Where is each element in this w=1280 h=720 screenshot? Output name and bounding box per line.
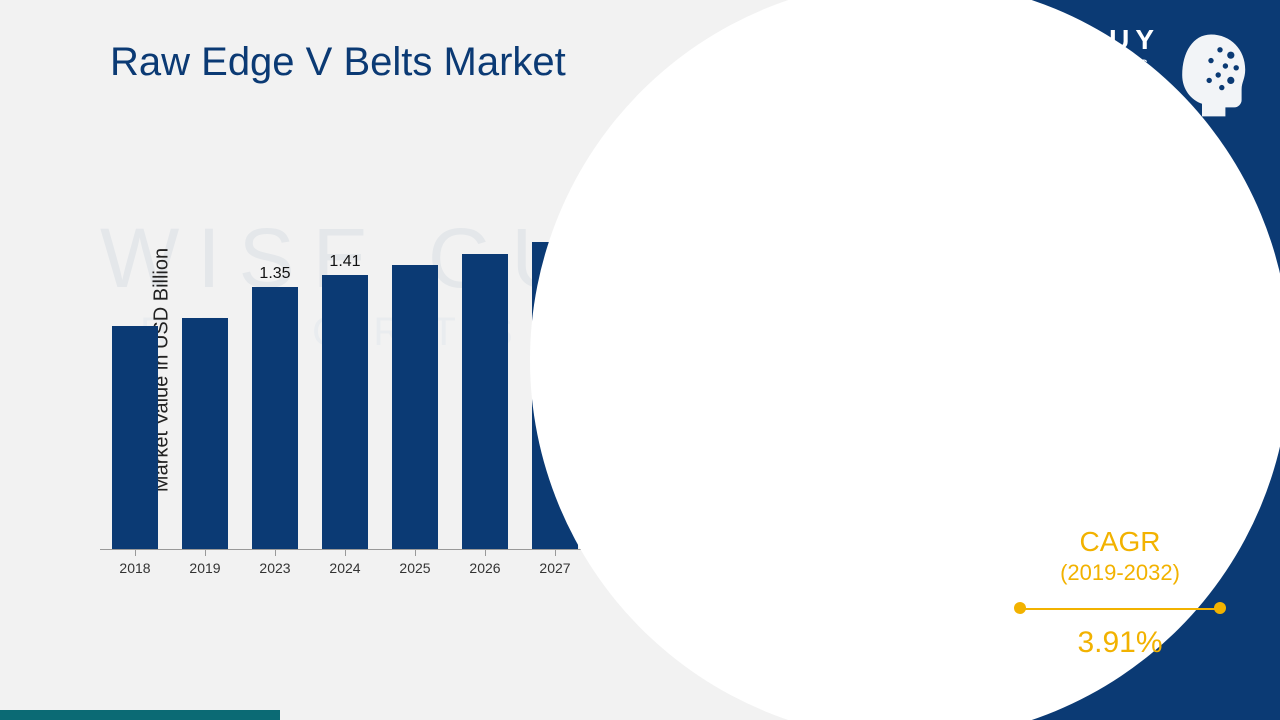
chart-title: Raw Edge V Belts Market	[110, 40, 566, 85]
x-tick	[310, 550, 380, 556]
bar	[182, 318, 228, 550]
x-tick	[240, 550, 310, 556]
x-tick	[520, 550, 590, 556]
x-tick	[380, 550, 450, 556]
x-tick-label: 2025	[380, 560, 450, 580]
footer-accent-bar	[0, 710, 280, 720]
bar	[112, 326, 158, 550]
x-tick-label: 2026	[450, 560, 520, 580]
logo-line1: WISE GUY	[972, 26, 1160, 54]
logo-word-guy: GUY	[1081, 24, 1160, 55]
x-tick-label: 2023	[240, 560, 310, 580]
cagr-period: (2019-2032)	[1000, 560, 1240, 586]
bar	[392, 265, 438, 550]
stage: WISE GUY REPORTS Raw Edge V Belts Market…	[0, 0, 1280, 720]
logo-head-icon	[1166, 30, 1256, 120]
brand-logo: WISE GUY REPORTS	[972, 26, 1160, 72]
x-tick	[100, 550, 170, 556]
bar-column: 1.35	[240, 265, 310, 550]
bar-column	[450, 232, 520, 550]
bar	[252, 287, 298, 550]
cagr-value: 3.91%	[1000, 626, 1240, 660]
logo-word-wise: WISE	[972, 24, 1068, 55]
x-tick-label: 2018	[100, 560, 170, 580]
bar-column: 1.41	[310, 253, 380, 550]
bar	[322, 275, 368, 550]
cagr-divider	[1020, 598, 1220, 618]
bar-value-label: 1.41	[329, 253, 360, 271]
x-tick-label: 2019	[170, 560, 240, 580]
bar-column	[170, 296, 240, 550]
cagr-block: CAGR (2019-2032) 3.91%	[1000, 526, 1240, 660]
bar	[462, 254, 508, 550]
bar-column	[380, 243, 450, 550]
side-panel: WISE GUY REPORTS CAGR (2019-2032) 3.91%	[960, 0, 1280, 720]
bar-column	[100, 304, 170, 550]
bar-value-label: 1.35	[259, 265, 290, 283]
cagr-label: CAGR	[1000, 526, 1240, 558]
dot-icon	[1014, 602, 1026, 614]
x-tick	[450, 550, 520, 556]
logo-line2: REPORTS	[972, 56, 1160, 72]
x-tick	[170, 550, 240, 556]
x-tick-label: 2024	[310, 560, 380, 580]
x-tick-label: 2027	[520, 560, 590, 580]
dot-icon	[1214, 602, 1226, 614]
